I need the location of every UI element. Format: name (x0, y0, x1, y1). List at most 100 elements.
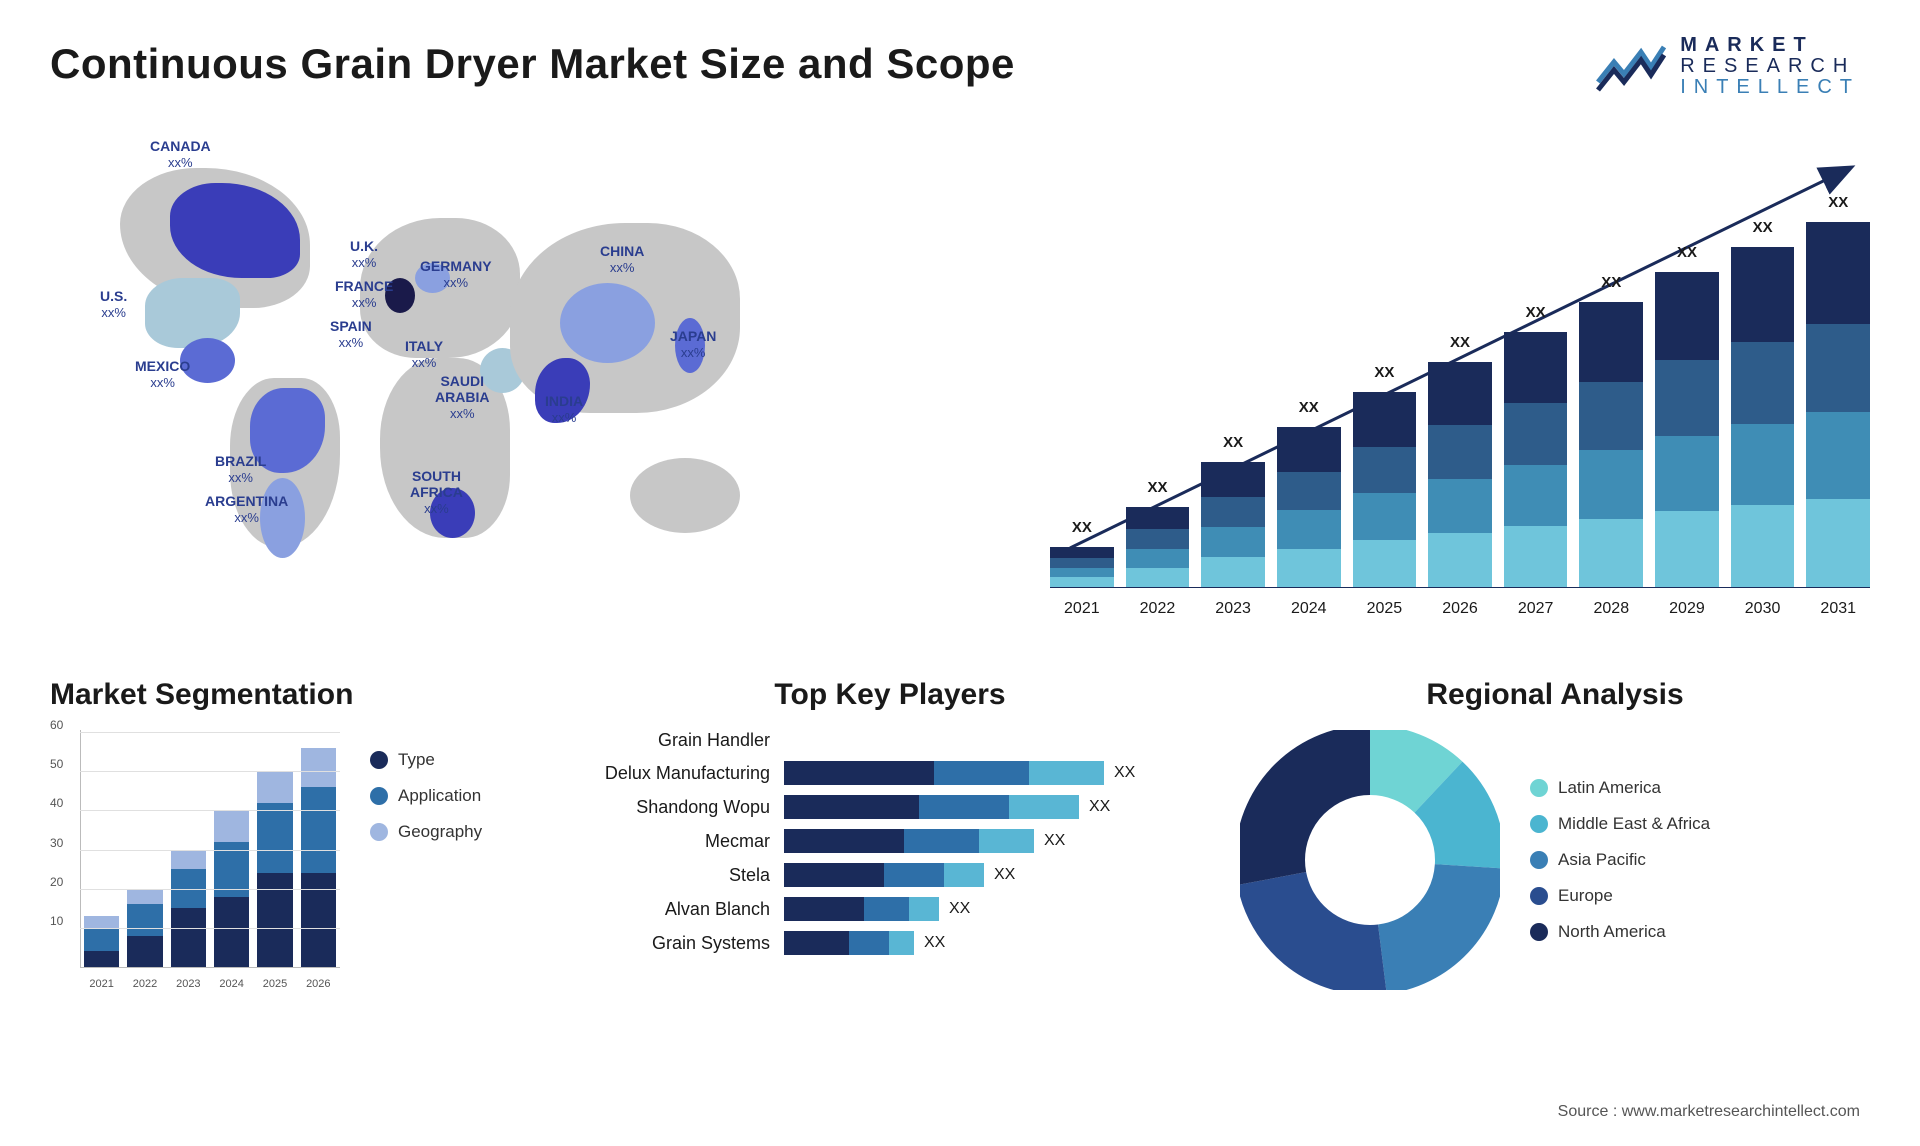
growth-year-label: 2021 (1050, 600, 1114, 618)
player-bar (784, 931, 914, 955)
growth-bar-label: XX (1655, 244, 1719, 261)
seg-bar (257, 771, 292, 967)
map-label: U.S.xx% (100, 288, 127, 321)
legend-item: Europe (1530, 886, 1710, 906)
legend-item: North America (1530, 922, 1710, 942)
seg-y-tick: 20 (50, 875, 63, 889)
map-label: U.K.xx% (350, 238, 378, 271)
map-label: SPAINxx% (330, 318, 372, 351)
growth-bar-label: XX (1126, 479, 1190, 496)
map-label: CHINAxx% (600, 243, 644, 276)
growth-bar: XX (1504, 332, 1568, 587)
growth-bar: XX (1050, 547, 1114, 587)
player-name: Stela (580, 865, 770, 886)
logo-icon (1596, 42, 1666, 92)
source-text: Source : www.marketresearchintellect.com (1558, 1103, 1860, 1121)
legend-item: Type (370, 750, 482, 770)
seg-y-tick: 10 (50, 914, 63, 928)
player-value: XX (1089, 798, 1110, 816)
seg-y-tick: 30 (50, 836, 63, 850)
growth-year-label: 2022 (1126, 600, 1190, 618)
logo: MARKET RESEARCH INTELLECT (1596, 35, 1860, 98)
growth-year-label: 2028 (1579, 600, 1643, 618)
map-label: GERMANYxx% (420, 258, 492, 291)
growth-bar-label: XX (1277, 399, 1341, 416)
seg-year-label: 2026 (301, 978, 336, 990)
legend-item: Geography (370, 822, 482, 842)
growth-bar: XX (1201, 462, 1265, 587)
seg-year-label: 2024 (214, 978, 249, 990)
growth-year-label: 2025 (1353, 600, 1417, 618)
growth-bar-label: XX (1731, 219, 1795, 236)
map-label: SAUDIARABIAxx% (435, 373, 489, 422)
growth-bar-label: XX (1050, 519, 1114, 536)
growth-bar-label: XX (1504, 304, 1568, 321)
growth-bar: XX (1579, 302, 1643, 587)
player-row: Shandong Wopu XX (580, 795, 1200, 819)
segmentation-title: Market Segmentation (50, 678, 540, 712)
regional-donut (1240, 730, 1500, 990)
player-value: XX (924, 934, 945, 952)
seg-year-label: 2023 (171, 978, 206, 990)
seg-bar (171, 850, 206, 967)
growth-year-label: 2031 (1806, 600, 1870, 618)
seg-y-tick: 40 (50, 796, 63, 810)
player-value: XX (994, 866, 1015, 884)
player-name: Grain Systems (580, 933, 770, 954)
player-row: Stela XX (580, 863, 1200, 887)
player-bar (784, 829, 1034, 853)
player-row: Grain Handler (580, 730, 1200, 751)
growth-year-label: 2023 (1201, 600, 1265, 618)
segmentation-chart: 202120222023202420252026 102030405060 (50, 730, 340, 990)
growth-bar-label: XX (1806, 194, 1870, 211)
player-bar (784, 795, 1079, 819)
segmentation-panel: Market Segmentation 20212022202320242025… (50, 678, 540, 990)
growth-bar: XX (1353, 392, 1417, 587)
logo-line2: RESEARCH (1680, 56, 1860, 77)
growth-bar: XX (1731, 247, 1795, 587)
growth-bar: XX (1428, 362, 1492, 587)
player-name: Shandong Wopu (580, 797, 770, 818)
map-label: FRANCExx% (335, 278, 393, 311)
player-value: XX (1044, 832, 1065, 850)
growth-bar-label: XX (1353, 364, 1417, 381)
map-label: MEXICOxx% (135, 358, 190, 391)
map-label: INDIAxx% (545, 393, 583, 426)
map-label: JAPANxx% (670, 328, 716, 361)
regional-legend: Latin AmericaMiddle East & AfricaAsia Pa… (1530, 778, 1710, 942)
player-row: Grain Systems XX (580, 931, 1200, 955)
world-map: CANADAxx%U.S.xx%MEXICOxx%BRAZILxx%ARGENT… (50, 128, 990, 628)
players-title: Top Key Players (580, 678, 1200, 712)
legend-item: Latin America (1530, 778, 1710, 798)
regional-panel: Regional Analysis Latin America Middle Ea… (1240, 678, 1870, 990)
map-label: ARGENTINAxx% (205, 493, 288, 526)
legend-item: Middle East & Africa (1530, 814, 1710, 834)
growth-bar-label: XX (1428, 334, 1492, 351)
player-name: Mecmar (580, 831, 770, 852)
regional-title: Regional Analysis (1240, 678, 1870, 712)
growth-year-label: 2024 (1277, 600, 1341, 618)
seg-y-tick: 50 (50, 757, 63, 771)
seg-bar (301, 748, 336, 967)
map-label: ITALYxx% (405, 338, 443, 371)
player-name: Delux Manufacturing (580, 763, 770, 784)
growth-chart: XXXXXXXXXXXXXXXXXXXXXX 20212022202320242… (1050, 128, 1870, 628)
growth-year-label: 2026 (1428, 600, 1492, 618)
growth-bar: XX (1277, 427, 1341, 587)
seg-year-label: 2021 (84, 978, 119, 990)
player-bar (784, 863, 984, 887)
growth-bar-label: XX (1579, 274, 1643, 291)
logo-line3: INTELLECT (1680, 77, 1860, 98)
player-name: Alvan Blanch (580, 899, 770, 920)
map-label: CANADAxx% (150, 138, 211, 171)
player-bar (784, 897, 939, 921)
growth-bar: XX (1655, 272, 1719, 587)
logo-line1: MARKET (1680, 35, 1860, 56)
segmentation-legend: TypeApplicationGeography (370, 730, 482, 990)
seg-y-tick: 60 (50, 718, 63, 732)
player-row: Alvan BlanchXX (580, 897, 1200, 921)
map-label: SOUTHAFRICAxx% (410, 468, 463, 517)
seg-bar (84, 916, 119, 967)
growth-year-label: 2029 (1655, 600, 1719, 618)
seg-year-label: 2022 (127, 978, 162, 990)
